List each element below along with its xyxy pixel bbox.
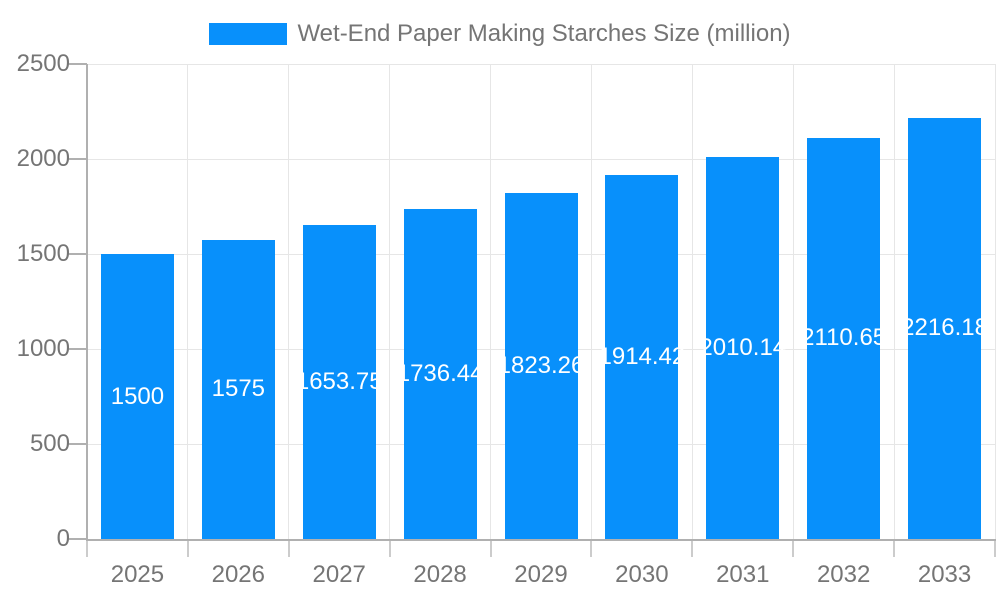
x-axis-label: 2025 xyxy=(110,561,165,588)
gridline-vertical xyxy=(893,64,895,539)
y-axis-tick xyxy=(69,158,87,160)
x-axis-label: 2028 xyxy=(413,561,467,588)
x-axis-label: 2033 xyxy=(917,561,972,588)
y-axis-label: 1000 xyxy=(16,335,70,362)
y-axis-label: 1500 xyxy=(16,240,70,267)
bar-2027[interactable]: 1653.75 xyxy=(296,224,383,539)
bar-2027-text: 1653.75 xyxy=(295,367,383,395)
gridline-vertical xyxy=(792,64,794,539)
bar-2028[interactable]: 1736.44 xyxy=(397,209,484,539)
x-axis-tick xyxy=(186,539,189,557)
bar-2026[interactable]: 1575 xyxy=(201,239,275,539)
gridline-horizontal xyxy=(87,158,995,160)
gridline-vertical xyxy=(389,64,391,539)
bar-2025-text: 1500 xyxy=(110,382,165,410)
chart-legend[interactable]: Wet-End Paper Making Starches Size (mill… xyxy=(0,19,1000,49)
gridline-vertical xyxy=(288,64,290,539)
y-axis-line xyxy=(86,64,88,541)
x-axis-label: 2029 xyxy=(514,561,568,588)
x-axis-label: 2030 xyxy=(615,561,669,588)
x-axis-tick xyxy=(792,539,795,557)
bar-2032[interactable]: 2110.65 xyxy=(801,137,886,539)
x-axis-tick xyxy=(994,539,996,557)
gridline-vertical xyxy=(590,64,592,539)
gridline-vertical xyxy=(490,64,492,539)
x-axis-label: 2026 xyxy=(211,561,265,588)
bar-2033[interactable]: 2216.18 xyxy=(901,117,988,539)
x-axis-tick xyxy=(86,539,88,557)
bar-2029[interactable]: 1823.26 xyxy=(498,192,584,539)
bar-2025[interactable]: 1500 xyxy=(100,254,174,539)
y-axis-tick xyxy=(69,443,87,445)
y-axis-tick xyxy=(69,253,87,255)
x-axis-tick xyxy=(590,539,593,557)
bar-2030[interactable]: 1914.42 xyxy=(599,175,685,539)
y-axis-label: 500 xyxy=(29,430,70,457)
y-axis-label: 2000 xyxy=(16,145,70,172)
gridline-horizontal xyxy=(87,63,995,65)
y-axis-tick xyxy=(69,348,87,350)
x-axis-tick xyxy=(287,539,290,557)
y-axis-label: 0 xyxy=(56,525,70,552)
y-axis-label: 2500 xyxy=(16,50,70,77)
x-axis-line xyxy=(86,539,996,541)
x-axis-tick xyxy=(388,539,391,557)
x-axis-tick xyxy=(489,539,492,557)
x-axis-label: 2027 xyxy=(312,561,366,588)
gridline-vertical xyxy=(187,64,189,539)
legend-swatch xyxy=(209,23,288,45)
bar-2031[interactable]: 2010.14 xyxy=(699,157,786,539)
bar-2033-text: 2216.18 xyxy=(901,314,988,342)
gridline-vertical xyxy=(691,64,693,539)
bar-2032-text: 2110.65 xyxy=(801,324,887,352)
legend-label: Wet-End Paper Making Starches Size (mill… xyxy=(297,20,791,47)
x-axis-tick xyxy=(691,539,694,557)
x-axis-label: 2032 xyxy=(816,561,871,588)
x-axis-tick xyxy=(893,539,896,557)
bar-2028-text: 1736.44 xyxy=(396,360,484,388)
bar-2031-text: 2010.14 xyxy=(699,334,787,362)
y-axis-tick xyxy=(69,538,87,540)
gridline-vertical xyxy=(994,64,996,539)
y-axis-tick xyxy=(69,63,87,65)
x-axis-label: 2031 xyxy=(716,561,770,588)
bar-2029-text: 1823.26 xyxy=(497,351,585,379)
bar-2026-text: 1575 xyxy=(211,375,266,403)
bar-2030-text: 1914.42 xyxy=(598,343,686,371)
